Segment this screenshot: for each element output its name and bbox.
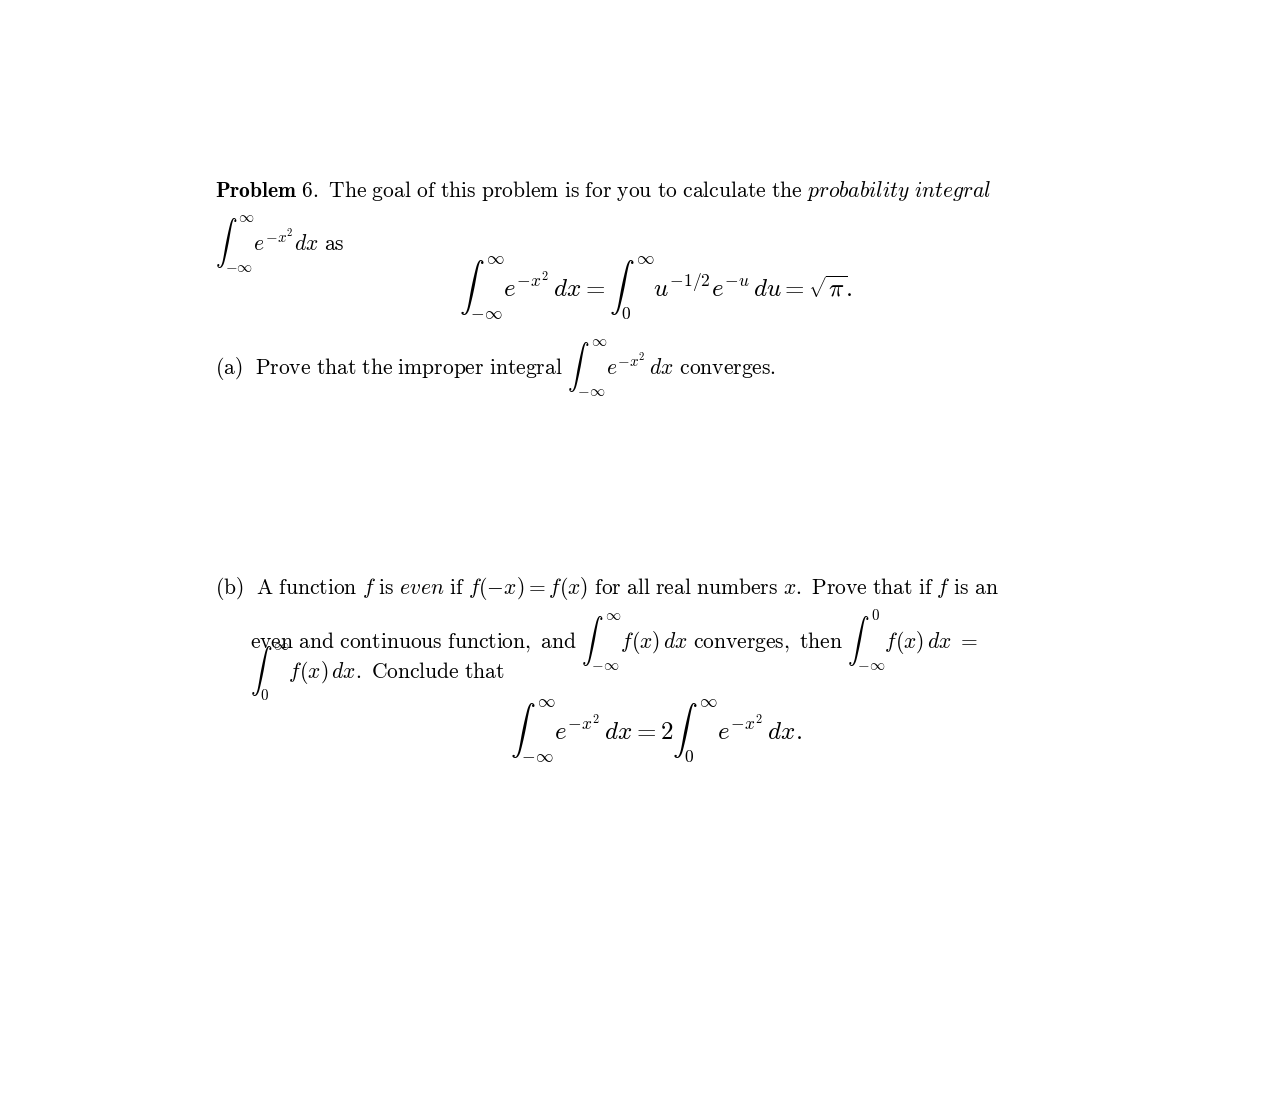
Text: $\rm{(a)\ \ Prove\ that\ the\ improper\ integral\ }$$\int_{-\infty}^{\infty} e^{: $\rm{(a)\ \ Prove\ that\ the\ improper\ … xyxy=(215,337,776,398)
Text: $\int_{-\infty}^{\infty} e^{-x^2}dx$$\rm{\ as}$: $\int_{-\infty}^{\infty} e^{-x^2}dx$$\rm… xyxy=(215,213,344,274)
Text: $\rm{even\ and\ continuous\ function,\ and\ }$$\int_{-\infty}^{\infty} f(x)\,dx$: $\rm{even\ and\ continuous\ function,\ a… xyxy=(251,608,979,673)
Text: $\int_{-\infty}^{\infty} e^{-x^2}\,dx = 2\int_{0}^{\infty} e^{-x^2}\,dx.$: $\int_{-\infty}^{\infty} e^{-x^2}\,dx = … xyxy=(509,698,803,766)
Text: $\int_{-\infty}^{\infty} e^{-x^2}\,dx = \int_{0}^{\infty} u^{-1/2}e^{-u}\,du = \: $\int_{-\infty}^{\infty} e^{-x^2}\,dx = … xyxy=(460,256,852,323)
Text: $\int_{0}^{\infty} f(x)\,dx$$\rm{.\ Conclude\ that}$: $\int_{0}^{\infty} f(x)\,dx$$\rm{.\ Conc… xyxy=(251,641,506,702)
Text: $\rm{(b)\ \ A\ function\ }$$f$$\rm{\ is\ }$$\it{even}$$\rm{\ if\ }$$f(-x) = f(x): $\rm{(b)\ \ A\ function\ }$$f$$\rm{\ is\… xyxy=(215,575,998,602)
Text: $\bf{Problem\ 6}$$\mathrm{.}$$\rm{\ The\ goal\ of\ this\ problem\ is\ for\ you\ : $\bf{Problem\ 6}$$\mathrm{.}$$\rm{\ The\… xyxy=(215,179,991,203)
